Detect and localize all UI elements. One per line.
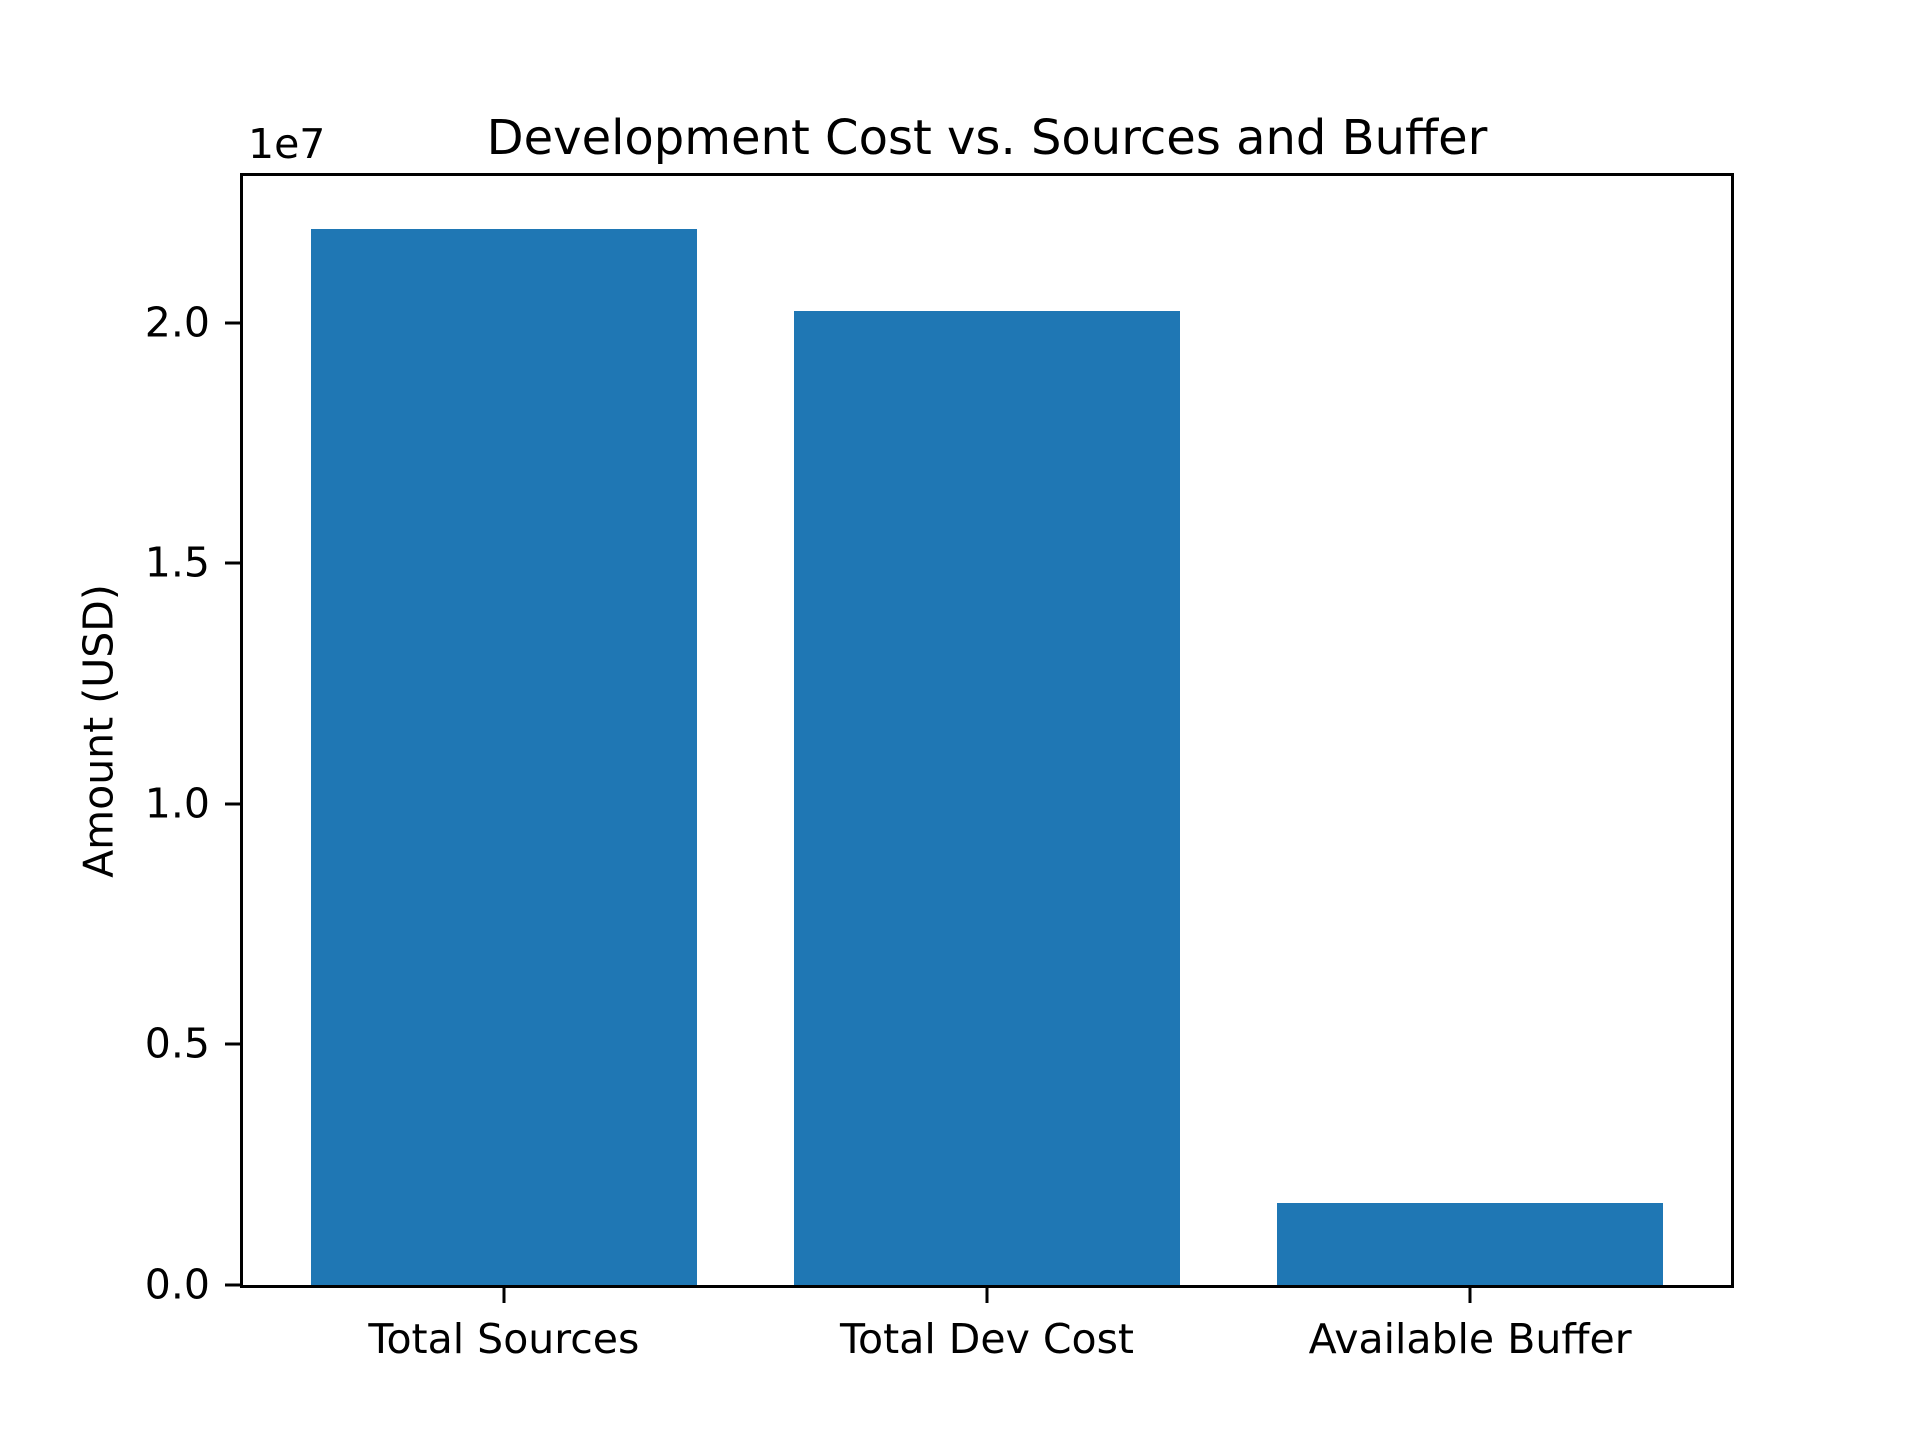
bar-available-buffer	[1276, 1203, 1664, 1285]
y-tick-label-0.0: 0.0	[144, 1260, 210, 1309]
y-tick-1.0	[225, 802, 240, 806]
x-tick-label-total-sources: Total Sources	[368, 1315, 640, 1363]
plot-area: Development Cost vs. Sources and Buffer …	[75, 114, 1734, 1363]
y-tick-label-2.0: 2.0	[144, 298, 210, 347]
y-tick-2.0	[225, 321, 240, 325]
y-axis-offset-text: 1e7	[248, 120, 326, 168]
x-tick-total-sources	[502, 1288, 506, 1303]
chart-title: Development Cost vs. Sources and Buffer	[486, 110, 1488, 166]
y-tick-label-0.5: 0.5	[144, 1019, 210, 1068]
x-tick-available-buffer	[1468, 1288, 1472, 1303]
y-tick-0.5	[225, 1042, 240, 1046]
y-axis-label: Amount (USD)	[74, 583, 123, 878]
y-tick-label-1.0: 1.0	[144, 779, 210, 828]
y-tick-1.5	[225, 561, 240, 565]
y-tick-0.0	[225, 1283, 240, 1287]
x-tick-label-available-buffer: Available Buffer	[1308, 1315, 1632, 1363]
y-tick-label-1.5: 1.5	[144, 538, 210, 587]
x-tick-total-dev-cost	[985, 1288, 989, 1303]
bar-total-dev-cost	[793, 310, 1181, 1285]
bar-total-sources	[310, 228, 698, 1285]
x-tick-label-total-dev-cost: Total Dev Cost	[839, 1315, 1135, 1363]
